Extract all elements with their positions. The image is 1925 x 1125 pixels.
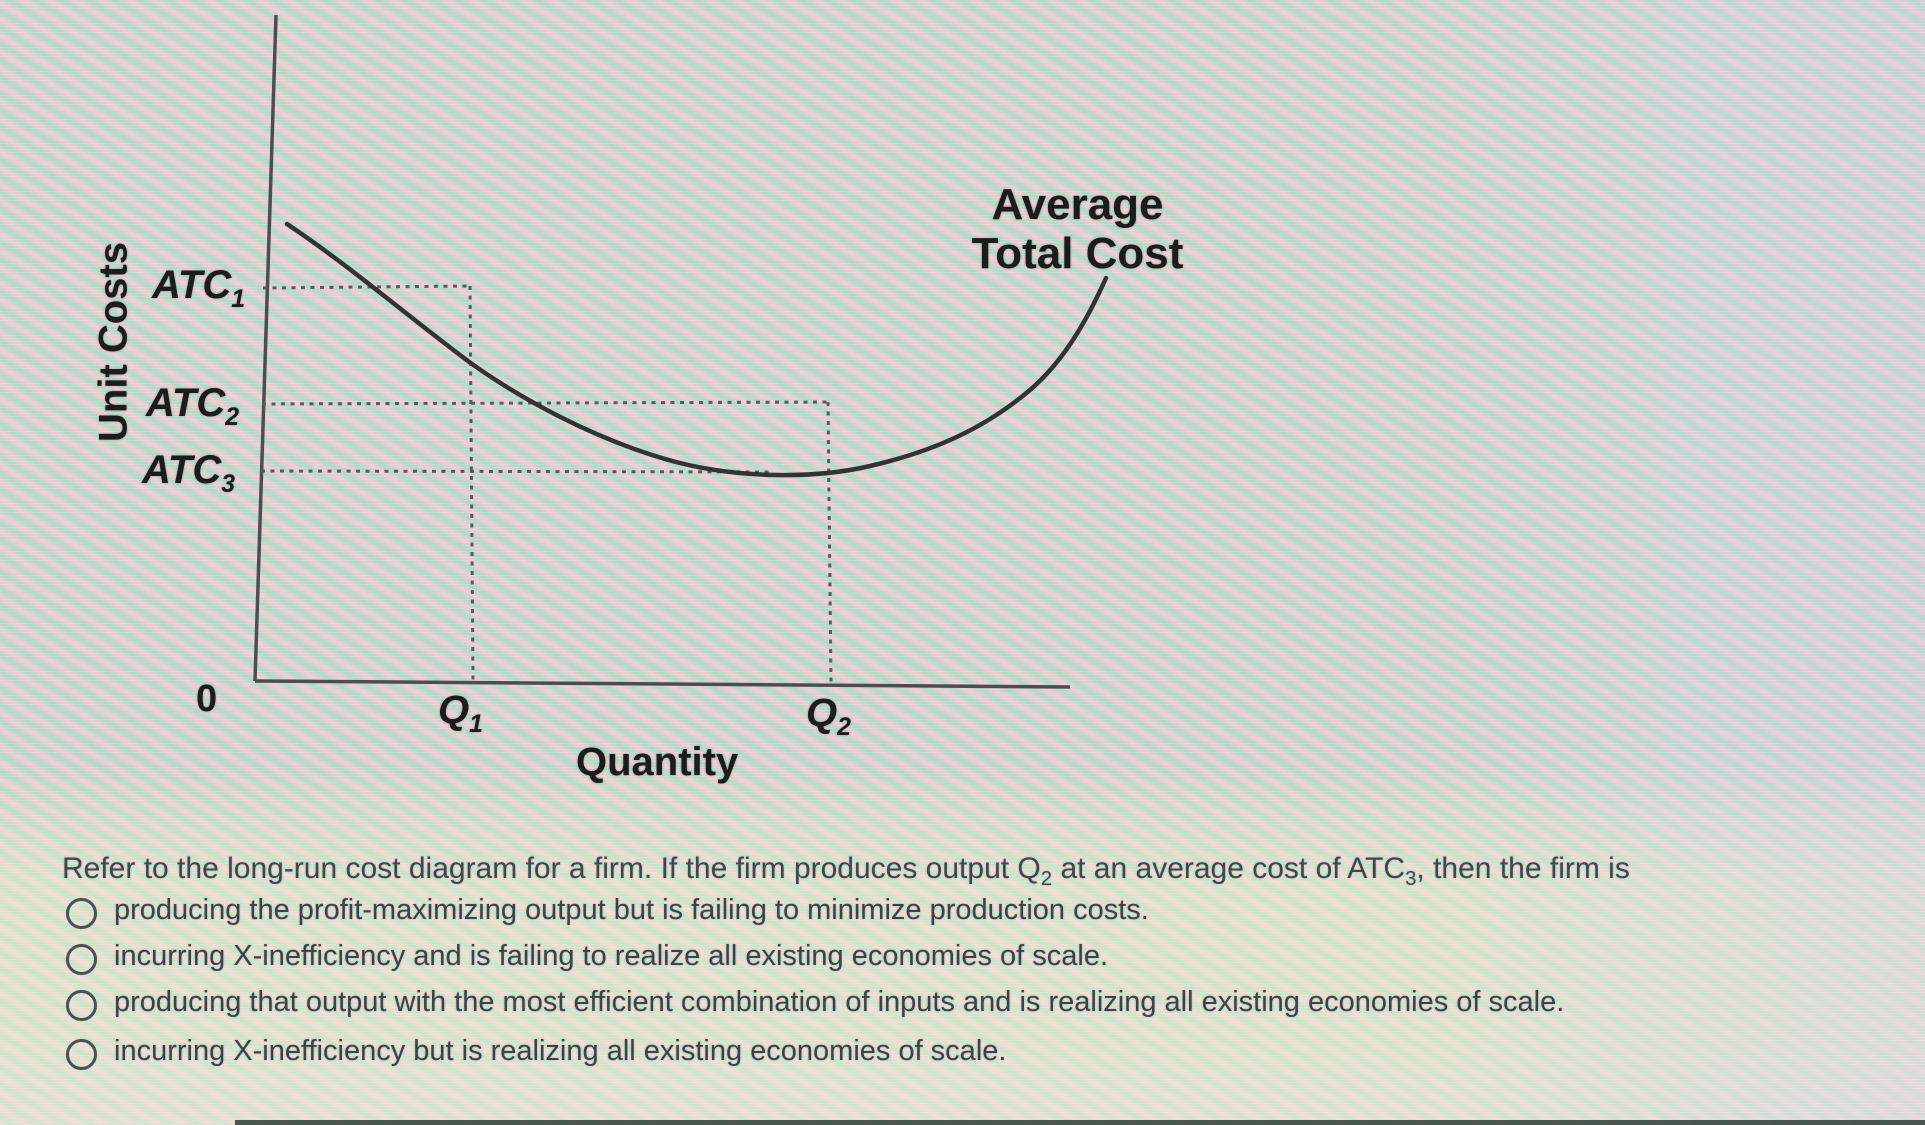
screen-bottom-edge — [235, 1120, 1925, 1125]
answer-option-3-label[interactable]: producing that output with the most effi… — [114, 986, 1565, 1018]
curve-label: Average Total Cost — [950, 180, 1205, 278]
x-axis-label: Quantity — [576, 740, 739, 784]
radio-button-option-1[interactable] — [66, 898, 97, 929]
q1-tick-label: Q1 — [438, 688, 483, 739]
x-axis-line — [254, 679, 1071, 689]
answer-option-1[interactable]: producing the profit-maximizing output b… — [66, 894, 1149, 929]
q1-dashed-line — [468, 285, 475, 682]
atc1-tick-label: ATC1 — [152, 263, 246, 314]
answer-option-2-label[interactable]: incurring X-inefficiency and is failing … — [114, 940, 1109, 972]
atc2-dashed-line — [261, 400, 829, 406]
q2-tick-label: Q2 — [806, 691, 851, 742]
atc2-tick-label: ATC2 — [146, 381, 240, 432]
atc3-dashed-line — [260, 469, 773, 474]
y-axis-label: Unit Costs — [91, 242, 136, 442]
origin-label: 0 — [196, 678, 218, 720]
curve-label-line1: Average — [991, 180, 1164, 229]
y-axis-line — [253, 14, 278, 682]
atc1-dashed-line — [262, 284, 471, 290]
q2-dashed-line — [826, 401, 833, 685]
answer-option-4[interactable]: incurring X-inefficiency but is realizin… — [66, 1035, 1006, 1070]
radio-button-option-4[interactable] — [66, 1039, 97, 1070]
radio-button-option-3[interactable] — [66, 990, 97, 1021]
atc3-tick-label: ATC3 — [142, 448, 236, 499]
answer-option-3[interactable]: producing that output with the most effi… — [66, 986, 1564, 1021]
question-text: Refer to the long-run cost diagram for a… — [62, 852, 1630, 890]
answer-option-1-label[interactable]: producing the profit-maximizing output b… — [114, 894, 1149, 926]
answer-option-4-label[interactable]: incurring X-inefficiency but is realizin… — [114, 1035, 1007, 1067]
radio-button-option-2[interactable] — [66, 944, 97, 975]
curve-label-line2: Total Cost — [971, 229, 1184, 278]
answer-option-2[interactable]: incurring X-inefficiency and is failing … — [66, 940, 1108, 975]
